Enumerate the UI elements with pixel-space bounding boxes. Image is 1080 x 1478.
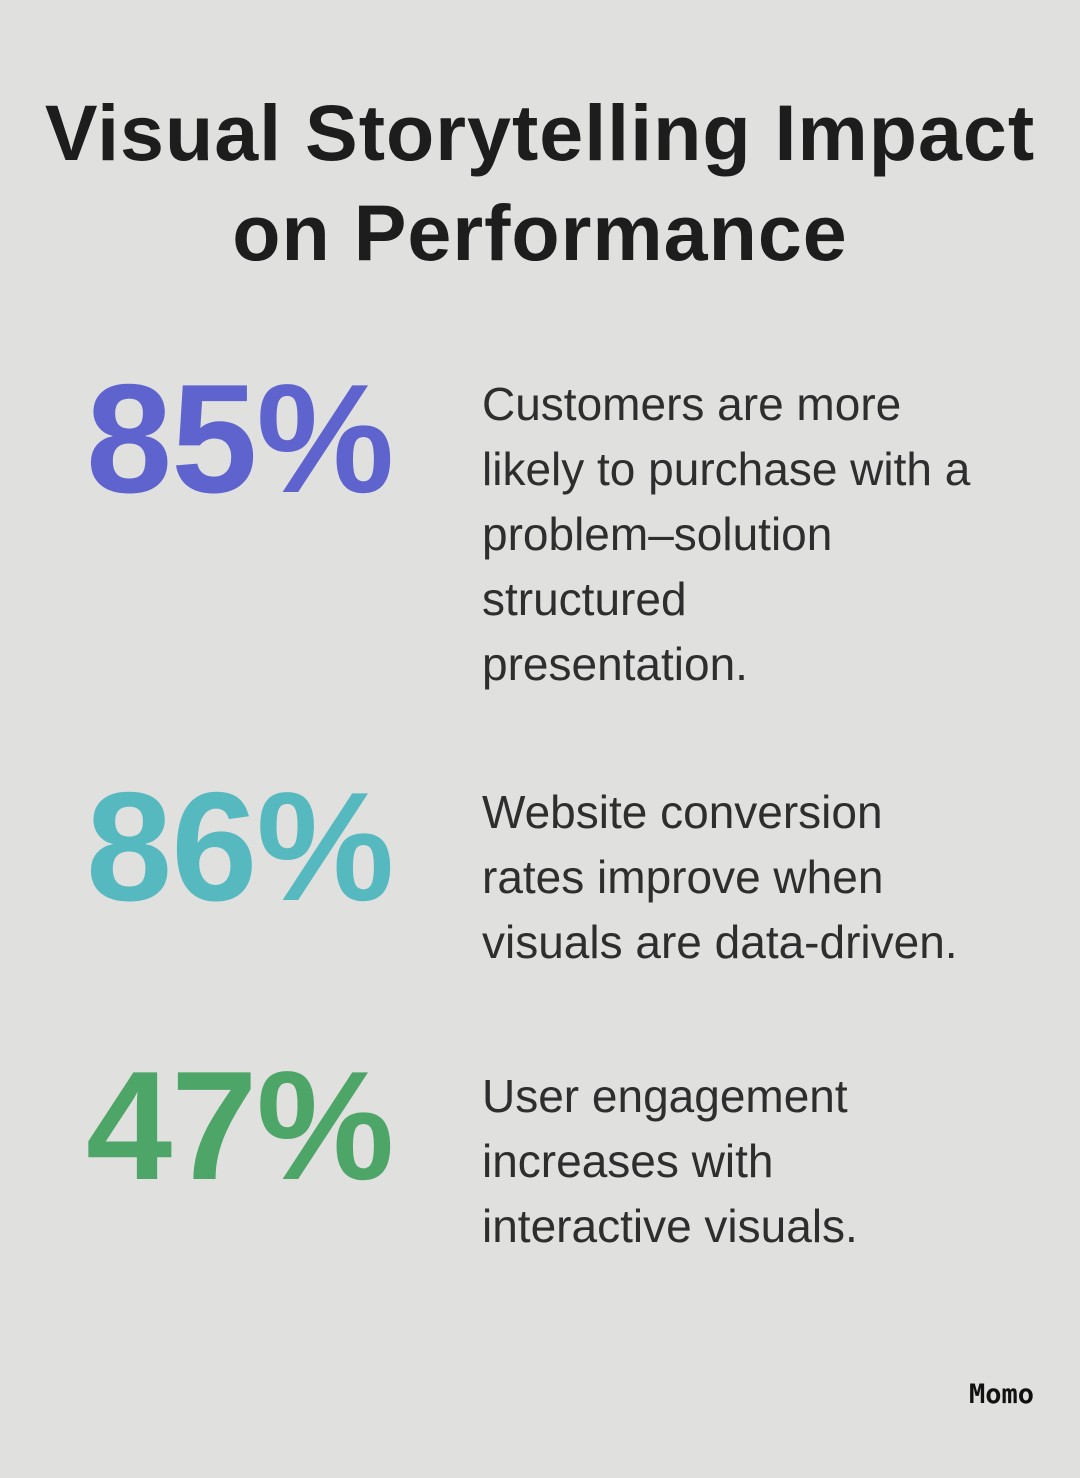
stat-value-85: 85%	[86, 352, 394, 525]
stat-row-conversion: 86% Website conversion rates improve whe…	[86, 769, 1001, 968]
stat-description-86: Website conversion rates improve when vi…	[482, 786, 958, 968]
stat-description-85: Customers are more likely to purchase wi…	[482, 378, 971, 690]
stat-value-47: 47%	[86, 1039, 394, 1212]
stat-row-purchase: 85% Customers are more likely to purchas…	[86, 361, 1001, 690]
page-title: Visual Storytelling Impact on Performanc…	[44, 88, 1036, 277]
stat-value-86: 86%	[86, 760, 394, 933]
stat-description-47: User engagement increases with interacti…	[482, 1070, 858, 1252]
brand-wordmark: Momo	[968, 1379, 1034, 1410]
stat-row-engagement: 47% User engagement increases with inter…	[86, 1048, 1001, 1252]
